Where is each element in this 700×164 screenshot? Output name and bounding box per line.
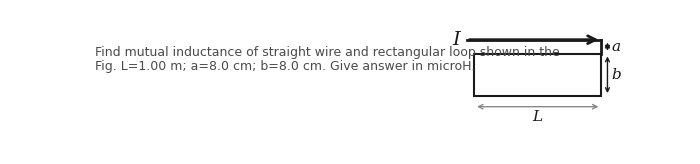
Text: a: a [611, 40, 620, 54]
Text: I: I [453, 31, 461, 49]
Text: b: b [611, 68, 621, 82]
Text: Fig. L=1.00 m; a=8.0 cm; b=8.0 cm. Give answer in microH.: Fig. L=1.00 m; a=8.0 cm; b=8.0 cm. Give … [95, 60, 476, 73]
Text: Find mutual inductance of straight wire and rectangular loop shown in the: Find mutual inductance of straight wire … [95, 46, 560, 59]
Bar [475, 54, 601, 96]
Text: L: L [533, 110, 542, 124]
